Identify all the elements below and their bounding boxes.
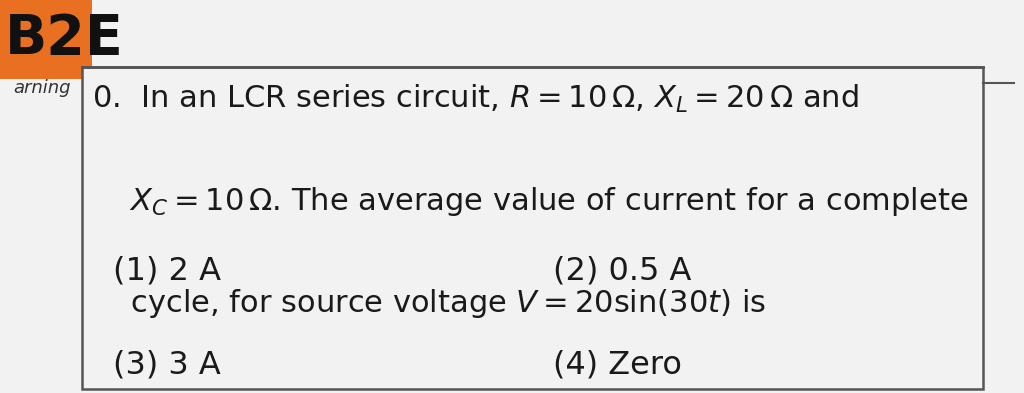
Bar xyxy=(0,0,92,79)
Text: (2) 0.5 A: (2) 0.5 A xyxy=(553,255,691,286)
Bar xyxy=(82,67,983,389)
Text: cycle, for source voltage $V = 20\sin(30t)$ is: cycle, for source voltage $V = 20\sin(30… xyxy=(92,287,766,320)
Text: (4) Zero: (4) Zero xyxy=(553,350,682,381)
Text: arning: arning xyxy=(13,79,71,97)
Text: B2E: B2E xyxy=(5,12,124,66)
Text: $X_C = 10\,\Omega$. The average value of current for a complete: $X_C = 10\,\Omega$. The average value of… xyxy=(92,185,969,218)
Text: 0.  In an LCR series circuit, $R = 10\,\Omega$, $X_L = 20\,\Omega$ and: 0. In an LCR series circuit, $R = 10\,\O… xyxy=(92,83,859,115)
Text: (1) 2 A: (1) 2 A xyxy=(113,255,220,286)
Text: (3) 3 A: (3) 3 A xyxy=(113,350,220,381)
